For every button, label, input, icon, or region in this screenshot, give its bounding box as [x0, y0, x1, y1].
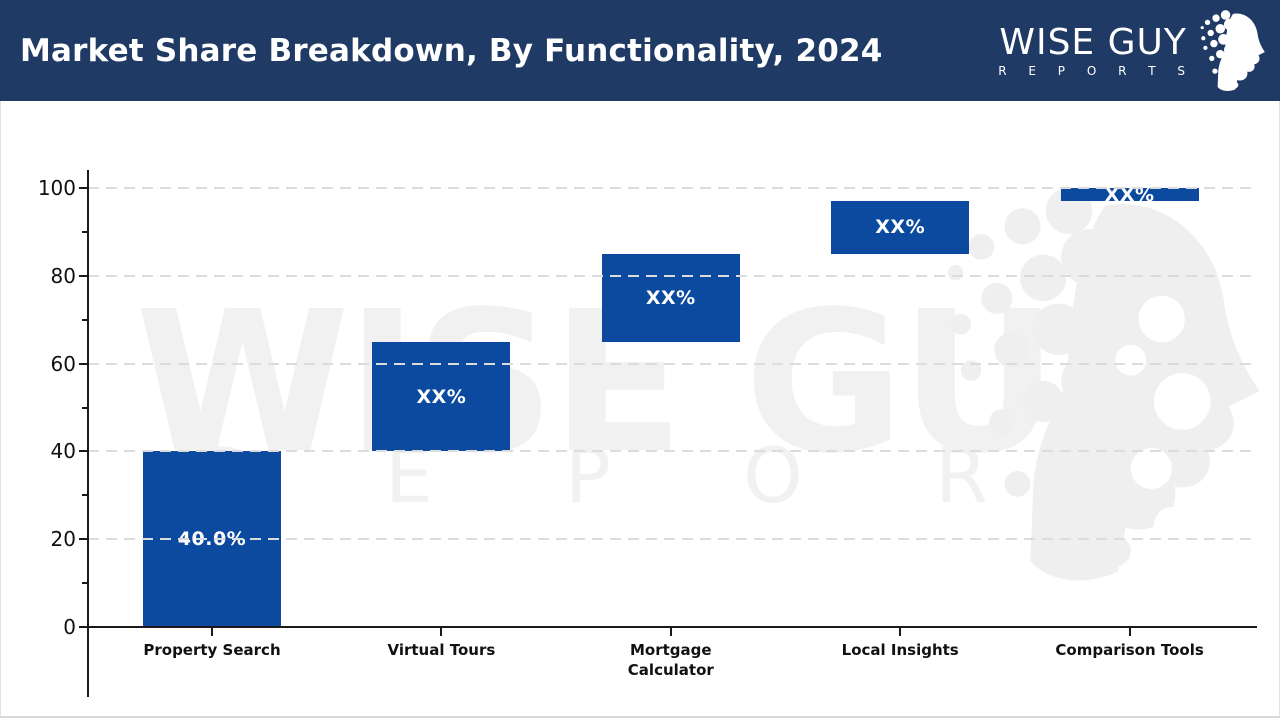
- y-tick-label: 0: [63, 615, 76, 639]
- bar: XX%: [1060, 184, 1199, 206]
- x-tick: [1128, 628, 1131, 636]
- bar: XX%: [372, 341, 511, 452]
- y-major-tick: [79, 187, 88, 189]
- y-minor-tick: [82, 230, 88, 233]
- x-axis-label: Comparison Tools: [1020, 640, 1240, 660]
- y-minor-tick: [82, 318, 88, 321]
- y-minor-tick: [82, 494, 88, 497]
- gridline: [88, 450, 1257, 453]
- watermark-head-graphic: [947, 187, 1260, 581]
- x-tick: [440, 628, 443, 636]
- y-minor-tick: [82, 406, 88, 409]
- page-bottom-border: [0, 716, 1280, 718]
- y-minor-tick: [82, 582, 88, 585]
- gridline: [88, 274, 1257, 277]
- y-tick-label: 40: [50, 439, 76, 464]
- y-major-tick: [79, 538, 88, 541]
- header-bar: Market Share Breakdown, By Functionality…: [0, 0, 1280, 101]
- bar: XX%: [601, 253, 740, 342]
- y-major-tick: [79, 274, 88, 277]
- x-axis-label: Property Search: [102, 640, 322, 660]
- x-axis-label: Mortgage Calculator: [561, 640, 781, 680]
- y-tick-label: 20: [50, 527, 76, 552]
- page-left-border: [0, 101, 1, 717]
- y-axis-spine: [87, 170, 89, 697]
- x-axis-label: Local Insights: [790, 640, 1010, 660]
- x-axis-label-line: Calculator: [627, 661, 714, 679]
- chart-title: Market Share Breakdown, By Functionality…: [20, 32, 883, 69]
- x-tick: [899, 628, 902, 636]
- gridline: [88, 362, 1257, 365]
- wiseguy-logo: WISE GUY R E P O R T S: [992, 8, 1268, 94]
- x-tick: [669, 628, 672, 636]
- y-tick-label: 60: [50, 351, 76, 376]
- bar: XX%: [831, 201, 970, 254]
- logo-text: WISE GUY R E P O R T S: [992, 21, 1194, 78]
- y-major-tick: [79, 362, 88, 365]
- bar-value-label: XX%: [416, 385, 467, 408]
- x-axis-label-line: Virtual Tours: [387, 641, 496, 659]
- logo-wordmark: WISE GUY: [999, 21, 1187, 63]
- x-tick: [211, 628, 213, 636]
- wiseguy-head-icon: [1200, 9, 1265, 91]
- x-axis-label-line: Mortgage: [630, 641, 712, 659]
- y-tick-label: 80: [50, 263, 76, 288]
- gridline: [88, 538, 1257, 541]
- y-major-tick: [79, 450, 88, 453]
- bar-value-label: XX%: [1104, 183, 1155, 206]
- bar-value-label: XX%: [875, 216, 926, 239]
- x-axis-label-line: Local Insights: [841, 641, 959, 659]
- chart-canvas: WISE GUY R E P O R T S 40.0%XX%XX%XX%XX%…: [0, 101, 1280, 720]
- logo-subtext: R E P O R T S: [998, 63, 1194, 78]
- x-axis-spine: [87, 626, 1257, 628]
- gridline: [88, 187, 1257, 189]
- bar-value-label: XX%: [645, 286, 696, 309]
- x-axis-label: Virtual Tours: [331, 640, 551, 660]
- y-tick-label: 100: [37, 176, 76, 200]
- y-major-tick: [79, 626, 88, 628]
- x-axis-label-line: Comparison Tools: [1055, 641, 1204, 659]
- x-axis-label-line: Property Search: [143, 641, 281, 659]
